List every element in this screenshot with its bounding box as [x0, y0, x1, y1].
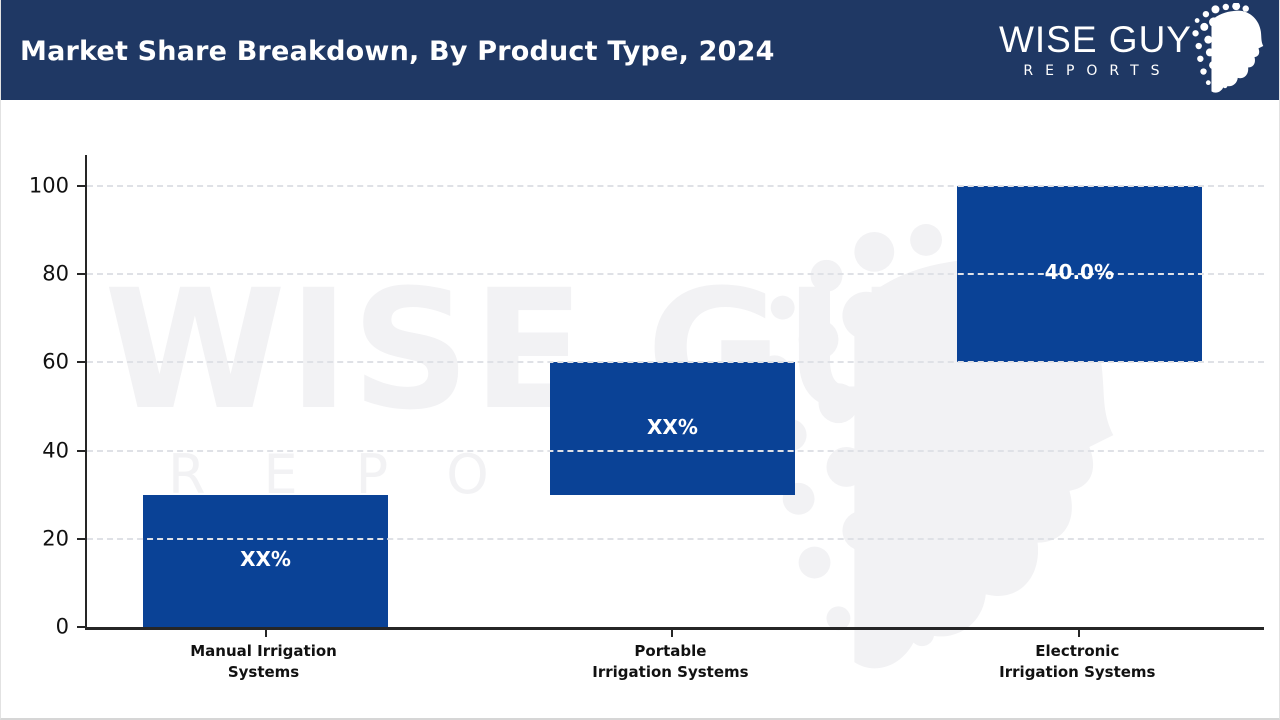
bar: XX% [549, 362, 795, 495]
y-tick-mark [77, 626, 85, 628]
page-title: Market Share Breakdown, By Product Type,… [20, 36, 775, 67]
y-tick-mark [77, 273, 85, 276]
y-tick-mark [77, 537, 85, 540]
y-gridline [87, 449, 1264, 452]
y-gridline [87, 184, 1264, 187]
bar-value-label: 40.0% [1044, 260, 1115, 285]
brand-logo: WISE GUY REPORTS [999, 2, 1272, 98]
plot-area: 0 20 40 60 80 100 XX% XX% 40.0% [29, 155, 1264, 639]
y-gridline [87, 273, 1264, 276]
bar: XX% [143, 494, 389, 627]
brand-logo-text: WISE GUY REPORTS [999, 21, 1192, 79]
y-tick-label: 20 [42, 526, 69, 551]
x-tick-mark [671, 630, 674, 637]
y-gridline [87, 537, 1264, 540]
x-axis-label-line: Portable [634, 642, 707, 660]
x-axis-label-line: Irrigation Systems [592, 663, 749, 682]
y-tick-mark [77, 361, 85, 364]
y-tick-label: 100 [28, 173, 69, 198]
brand-face-icon [1186, 3, 1272, 97]
y-tick-label: 80 [42, 261, 69, 286]
bar-value-label: XX% [240, 546, 291, 571]
chart-area: WISE GUY REPORTS 0 20 40 60 80 100 XX% XX% 40.0%… [0, 100, 1280, 720]
brand-subtitle: REPORTS [1023, 63, 1172, 79]
bar-value-label: XX% [646, 414, 698, 439]
x-tick-mark [264, 630, 267, 637]
x-axis-label: Portable Irrigation Systems [510, 641, 830, 684]
x-tick-mark [1078, 630, 1081, 637]
x-axis-label-line: Electronic [1035, 642, 1120, 660]
y-tick-label: 60 [42, 349, 69, 374]
bar: 40.0% [956, 185, 1202, 363]
x-axis-label-line: Manual Irrigation [190, 642, 337, 660]
x-axis-label-line: Irrigation Systems [999, 663, 1156, 682]
y-tick-mark [77, 449, 85, 452]
header: Market Share Breakdown, By Product Type,… [0, 0, 1280, 100]
brand-name: WISE GUY [998, 19, 1192, 60]
x-axis-label-line: Systems [227, 663, 300, 682]
x-axis-label: Manual Irrigation Systems [104, 641, 424, 684]
y-tick-label: 40 [42, 438, 69, 463]
y-gridline [87, 361, 1264, 364]
x-axis-label: Electronic Irrigation Systems [917, 641, 1237, 684]
y-tick-mark [77, 184, 85, 187]
y-tick-label: 0 [55, 614, 69, 639]
